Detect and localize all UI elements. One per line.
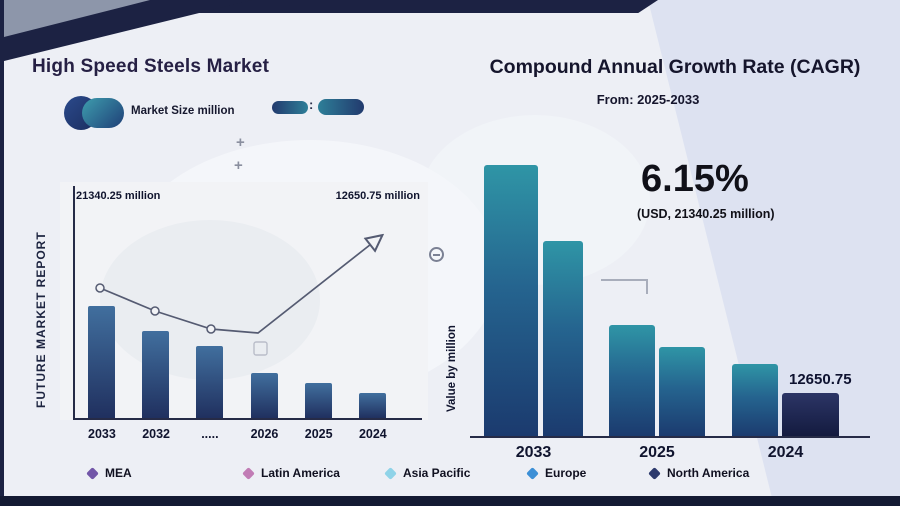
left-bar-2032 [142,331,170,418]
cagr-x-label-2024: 2024 [767,444,804,461]
legend-label: North America [667,466,750,480]
cagr-subtitle: From: 2025-2033 [596,92,700,107]
cagr-x-label-2025: 2025 [639,444,675,461]
left-chart-panel: 21340.25 million 12650.75 million [60,182,428,420]
market-size-label: Market Size million [131,105,235,117]
corner-bracket-icon [601,279,648,294]
legend-item-asia-pacific: Asia Pacific [384,466,471,480]
pill-colon: : [309,97,314,112]
left-x-axis [73,418,422,420]
diamond-icon [86,466,99,480]
cagr-usd-note: (USD, 21340.25 million) [637,207,775,221]
left-x-label: 2033 [88,427,116,441]
diamond-icon [648,466,661,480]
trend-arrow-icon [95,182,428,356]
min-value-label: 12650.75 million [335,190,420,202]
left-x-label: ..... [201,427,219,441]
gradient-pill-icon [318,99,364,115]
cagr-bar-2024-2 [782,393,839,437]
bottom-navy-bar [0,496,900,506]
left-bars [88,306,386,418]
legend-item-north-america: North America [648,466,750,480]
left-bar-2033 [88,306,115,418]
left-x-axis-labels: 2033 2032..... 2026 2025 2024 [88,427,387,441]
left-x-label: 2024 [358,427,387,441]
legend-label: Latin America [261,466,340,480]
plus-icon: + [236,134,245,151]
legend-item-europe: Europe [526,466,587,480]
market-size-pill-icon [82,98,124,128]
cagr-x-axis [470,436,870,438]
left-x-label: 2032 [142,427,170,441]
max-value-label: 21340.25 million [76,190,161,202]
cagr-bar-2033-2 [543,241,583,437]
cagr-bar-2024-1 [732,364,778,437]
legend-label: Europe [545,466,587,480]
cagr-value: 6.15% [641,158,749,200]
left-bar-..... [196,346,224,418]
legend-label: Asia Pacific [403,466,471,480]
left-x-label: 2025 [304,427,333,441]
cagr-x-label-2033: 2033 [515,444,552,461]
legend-label: MEA [105,466,132,480]
legend-item-mea: MEA [86,466,132,480]
zoom-out-icon [429,247,444,262]
legend-item-latin-america: Latin America [242,466,340,480]
cagr-bar-2025-1 [609,325,655,437]
left-y-axis [73,186,75,420]
cagr-title: Compound Annual Growth Rate (CAGR) [489,56,861,78]
left-bar-2025 [304,383,332,418]
cagr-bar-2033-1 [484,165,538,437]
left-navy-edge [0,0,4,506]
cagr-bar-2025-2 [659,347,705,437]
plus-icon: + [234,157,243,174]
page-title: High Speed Steels Market [32,56,270,77]
left-bar-2026 [250,373,278,418]
market-size-icon [64,96,124,130]
left-x-label: 2026 [250,427,279,441]
gradient-pill-icon [272,101,308,114]
diamond-icon [526,466,539,480]
cagr-annotation: 12650.75 [789,371,852,388]
left-bar-2024 [358,393,386,418]
diamond-icon [242,466,255,480]
diamond-icon [384,466,397,480]
